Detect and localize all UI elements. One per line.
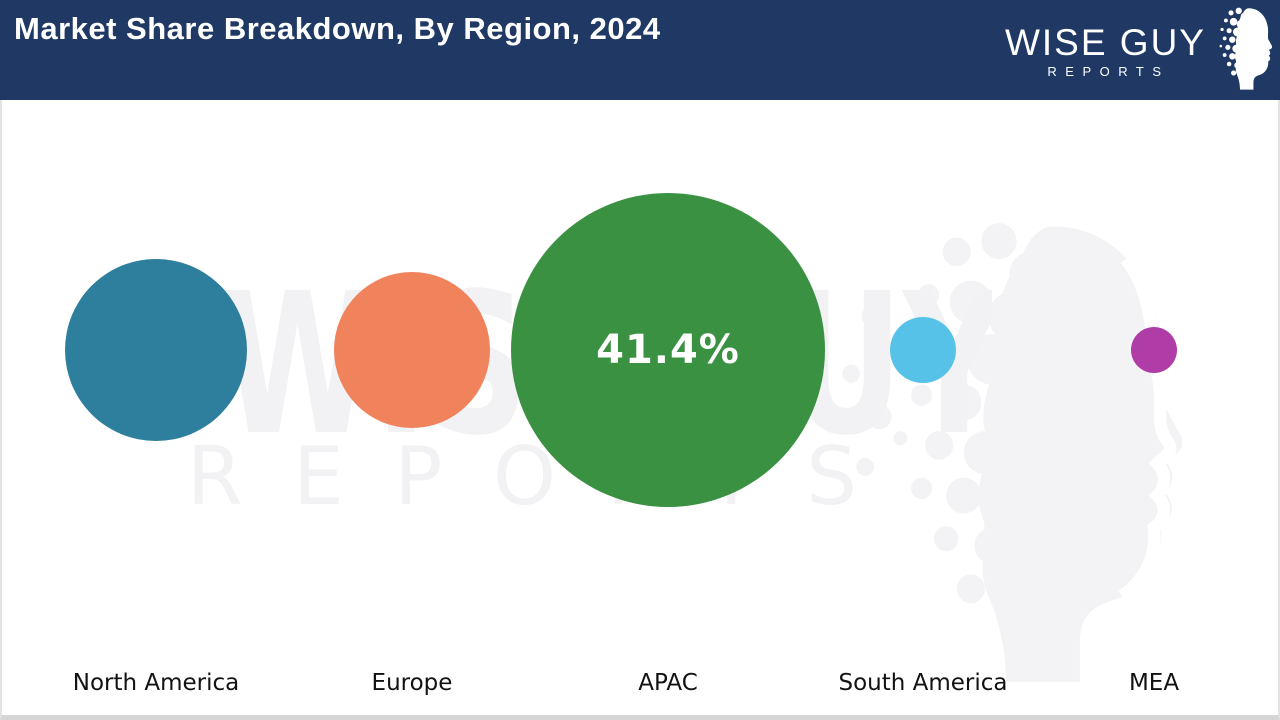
logo-wordmark: WISE GUY [1004, 22, 1206, 63]
bubble-layer: 41.4% [2, 100, 1278, 715]
header: Market Share Breakdown, By Region, 2024 … [0, 0, 1280, 100]
bubble-south-america [890, 317, 956, 383]
category-label-mea: MEA [1128, 670, 1180, 696]
wiseguy-face-icon [1219, 7, 1272, 90]
bubble-north-america [65, 259, 247, 441]
category-label-south-america: South America [838, 670, 1008, 696]
wiseguy-logo: WISE GUY REPORTS [1005, 6, 1272, 94]
logo-text: WISE GUY REPORTS [1005, 24, 1206, 79]
logo-subtext: REPORTS [1047, 64, 1170, 79]
bubble-europe [334, 272, 490, 428]
bubble-mea [1131, 327, 1177, 373]
category-label-europe: Europe [371, 670, 453, 696]
category-axis: North America Europe APAC South America MEA [2, 100, 1278, 715]
bubble-apac: 41.4% [511, 193, 825, 507]
chart-area: WISE GUY REPORTS 41.4% North AmericaEuro… [0, 100, 1280, 720]
category-label-north-america: North America [72, 670, 240, 696]
category-label-apac: APAC [638, 670, 698, 696]
page-title: Market Share Breakdown, By Region, 2024 [14, 11, 661, 46]
bubble-value-label: 41.4% [596, 327, 740, 373]
